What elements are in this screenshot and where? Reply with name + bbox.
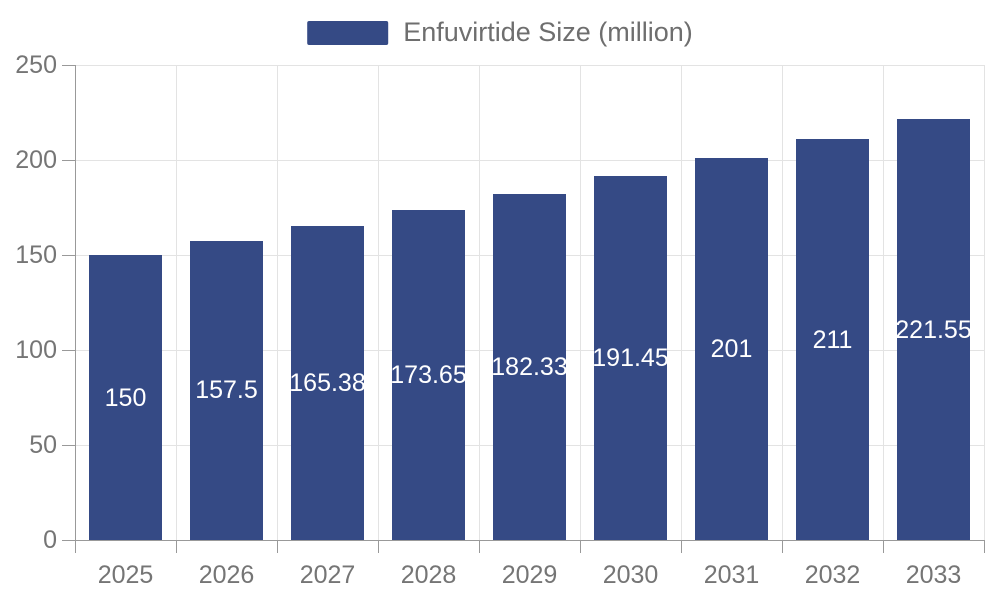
bar[interactable] [493, 193, 566, 540]
x-tick-label: 2026 [198, 561, 255, 589]
gridline-vertical [378, 65, 379, 540]
gridline-vertical [883, 65, 884, 540]
y-tick-label: 100 [15, 336, 57, 364]
x-tick-label: 2030 [602, 561, 659, 589]
y-tick-mark [62, 445, 75, 446]
x-tick-mark [277, 540, 278, 553]
x-tick-mark [75, 540, 76, 553]
gridline-horizontal [75, 65, 984, 66]
y-tick-label: 200 [15, 146, 57, 174]
x-tick-mark [176, 540, 177, 553]
x-tick-label: 2029 [501, 561, 558, 589]
gridline-horizontal [75, 160, 984, 161]
bar[interactable] [89, 255, 162, 540]
gridline-vertical [176, 65, 177, 540]
x-tick-mark [883, 540, 884, 553]
gridline-vertical [277, 65, 278, 540]
x-axis-line [75, 540, 985, 541]
gridline-vertical [681, 65, 682, 540]
gridline-vertical [479, 65, 480, 540]
y-tick-mark [62, 350, 75, 351]
bar[interactable] [291, 225, 364, 540]
bar[interactable] [695, 158, 768, 540]
y-tick-mark [62, 255, 75, 256]
bar[interactable] [392, 210, 465, 540]
bar[interactable] [796, 139, 869, 540]
bar[interactable] [190, 240, 263, 540]
x-tick-mark [378, 540, 379, 553]
legend-swatch[interactable] [307, 20, 389, 45]
x-tick-mark [984, 540, 985, 553]
legend-label[interactable]: Enfuvirtide Size (million) [403, 17, 693, 47]
x-tick-mark [580, 540, 581, 553]
y-tick-mark [62, 65, 75, 66]
y-tick-label: 250 [15, 51, 57, 79]
gridline-vertical [580, 65, 581, 540]
y-axis-line [75, 65, 76, 540]
y-tick-label: 50 [29, 431, 57, 459]
bar[interactable] [897, 119, 970, 540]
x-tick-mark [782, 540, 783, 553]
legend[interactable]: Enfuvirtide Size (million) [307, 17, 693, 48]
x-tick-mark [479, 540, 480, 553]
gridline-vertical [782, 65, 783, 540]
y-tick-label: 0 [43, 526, 57, 554]
y-tick-mark [62, 540, 75, 541]
x-tick-label: 2033 [905, 561, 962, 589]
y-tick-mark [62, 160, 75, 161]
x-tick-label: 2031 [703, 561, 760, 589]
x-tick-label: 2032 [804, 561, 861, 589]
x-tick-mark [681, 540, 682, 553]
gridline-vertical [984, 65, 985, 540]
x-tick-label: 2027 [299, 561, 356, 589]
bar[interactable] [594, 176, 667, 540]
x-tick-label: 2025 [97, 561, 154, 589]
x-tick-label: 2028 [400, 561, 457, 589]
y-tick-label: 150 [15, 241, 57, 269]
